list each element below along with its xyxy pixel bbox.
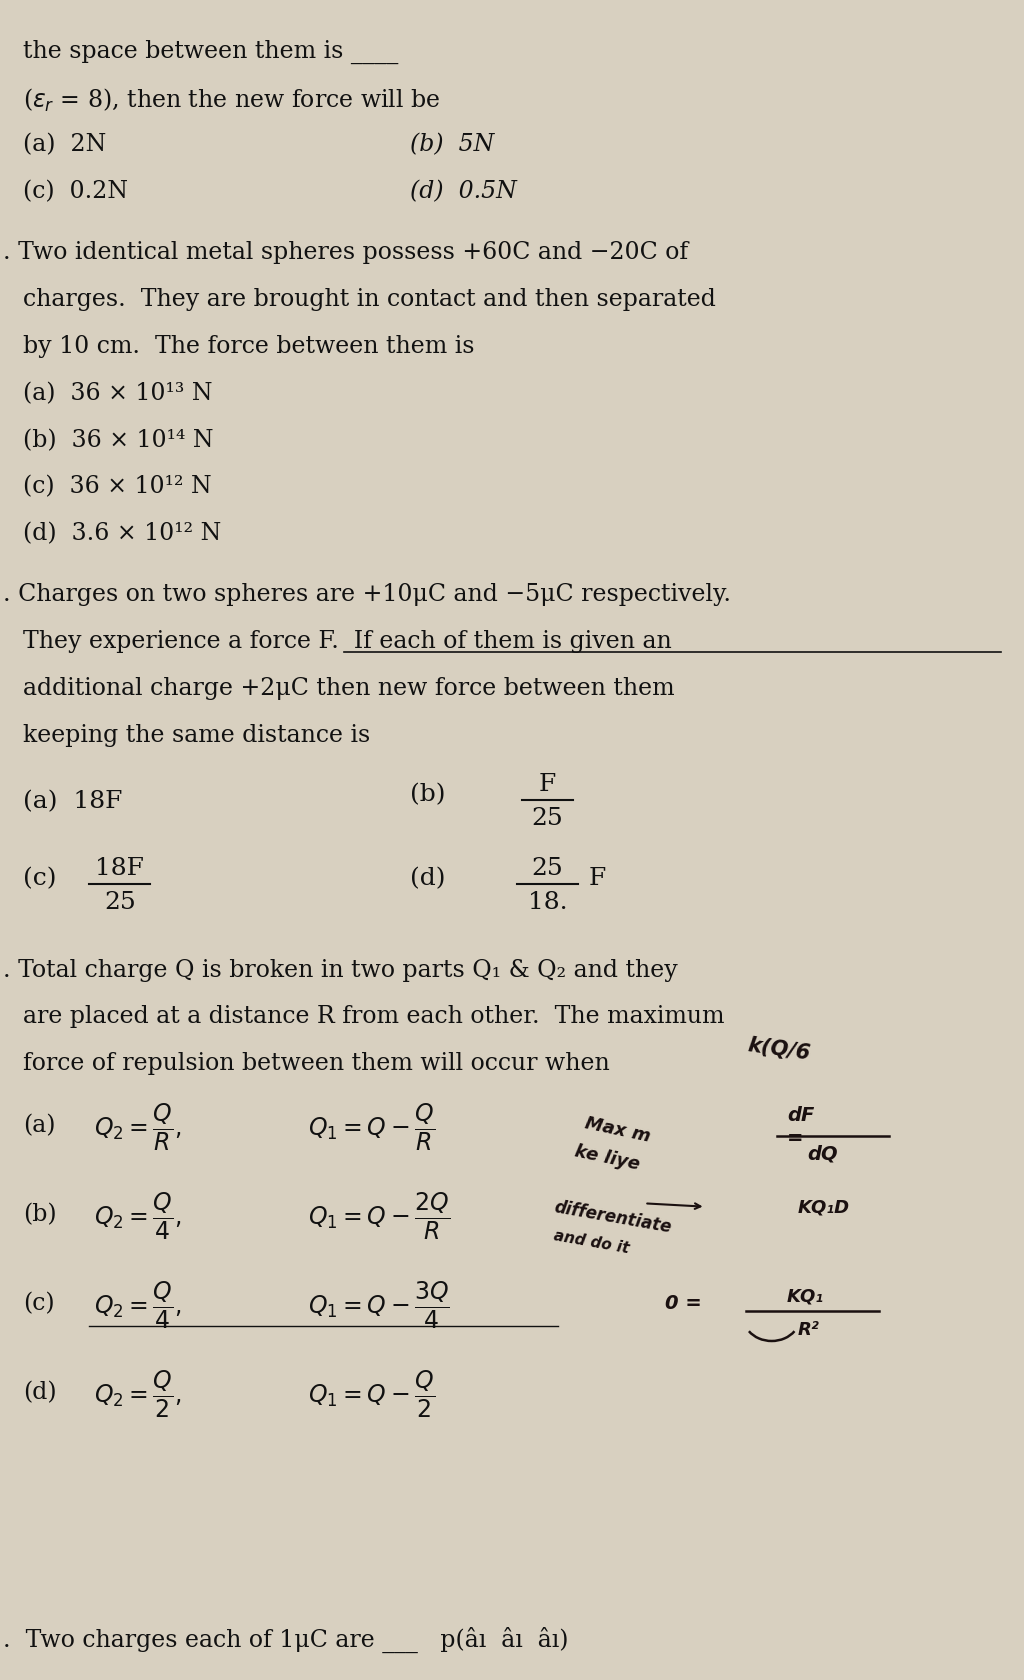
Text: KQ₁D: KQ₁D xyxy=(797,1198,849,1216)
Text: charges.  They are brought in contact and then separated: charges. They are brought in contact and… xyxy=(24,287,716,311)
Text: F: F xyxy=(539,773,556,796)
Text: (a)  36 × 10¹³ N: (a) 36 × 10¹³ N xyxy=(24,381,213,405)
Text: $Q_2 = \dfrac{Q}{R},$: $Q_2 = \dfrac{Q}{R},$ xyxy=(94,1102,182,1152)
Text: They experience a force F.  If each of them is given an: They experience a force F. If each of th… xyxy=(24,630,672,654)
Text: (d): (d) xyxy=(24,1381,56,1404)
Text: $Q_2 = \dfrac{Q}{4},$: $Q_2 = \dfrac{Q}{4},$ xyxy=(94,1280,182,1331)
Text: . Two identical metal spheres possess +60C and −20C of: . Two identical metal spheres possess +6… xyxy=(3,242,688,264)
Text: 18.: 18. xyxy=(527,890,567,914)
Text: keeping the same distance is: keeping the same distance is xyxy=(24,724,371,748)
Text: 25: 25 xyxy=(104,890,136,914)
Text: $Q_2 = \dfrac{Q}{2},$: $Q_2 = \dfrac{Q}{2},$ xyxy=(94,1369,182,1420)
Text: ke liye: ke liye xyxy=(573,1142,641,1174)
Text: =: = xyxy=(787,1129,804,1149)
Text: (b)  36 × 10¹⁴ N: (b) 36 × 10¹⁴ N xyxy=(24,428,214,452)
Text: (a)  18F: (a) 18F xyxy=(24,790,123,813)
Text: KQ₁: KQ₁ xyxy=(787,1287,824,1305)
Text: 0 =: 0 = xyxy=(665,1294,701,1314)
Text: (c)  36 × 10¹² N: (c) 36 × 10¹² N xyxy=(24,475,212,499)
Text: dF: dF xyxy=(787,1105,814,1126)
Text: (c): (c) xyxy=(24,1292,54,1315)
Text: (d)  0.5N: (d) 0.5N xyxy=(411,180,517,203)
Text: (d)  3.6 × 10¹² N: (d) 3.6 × 10¹² N xyxy=(24,522,221,546)
Text: $Q_2 = \dfrac{Q}{4},$: $Q_2 = \dfrac{Q}{4},$ xyxy=(94,1191,182,1242)
Text: differentiate: differentiate xyxy=(553,1198,673,1236)
Text: F: F xyxy=(589,867,605,890)
Text: (c)  0.2N: (c) 0.2N xyxy=(24,180,128,203)
Text: (c): (c) xyxy=(24,867,56,890)
Text: 25: 25 xyxy=(531,857,563,880)
Text: dQ: dQ xyxy=(807,1144,838,1164)
Text: . Total charge Q is broken in two parts Q₁ & Q₂ and they: . Total charge Q is broken in two parts … xyxy=(3,959,678,981)
Text: $Q_1 = Q - \dfrac{Q}{R}$: $Q_1 = Q - \dfrac{Q}{R}$ xyxy=(308,1102,435,1152)
Text: the space between them is ____: the space between them is ____ xyxy=(24,40,398,64)
Text: $Q_1 = Q - \dfrac{3Q}{4}$: $Q_1 = Q - \dfrac{3Q}{4}$ xyxy=(308,1280,450,1331)
Text: k(Q/6: k(Q/6 xyxy=(746,1035,812,1063)
Text: (d): (d) xyxy=(411,867,445,890)
Text: (b): (b) xyxy=(411,783,445,806)
Text: force of repulsion between them will occur when: force of repulsion between them will occ… xyxy=(24,1052,610,1075)
Text: (a)  2N: (a) 2N xyxy=(24,133,106,156)
Text: (b): (b) xyxy=(24,1203,56,1226)
Text: .  Two charges each of 1μC are ___   p(âı  âı  âı): . Two charges each of 1μC are ___ p(âı â… xyxy=(3,1626,568,1653)
Text: Max m: Max m xyxy=(584,1114,652,1146)
Text: $Q_1 = Q - \dfrac{2Q}{R}$: $Q_1 = Q - \dfrac{2Q}{R}$ xyxy=(308,1191,451,1242)
Text: (a): (a) xyxy=(24,1114,55,1137)
Text: 25: 25 xyxy=(531,806,563,830)
Text: . Charges on two spheres are +10μC and −5μC respectively.: . Charges on two spheres are +10μC and −… xyxy=(3,583,731,606)
Text: R²: R² xyxy=(797,1320,819,1339)
Text: 18F: 18F xyxy=(95,857,144,880)
Text: are placed at a distance R from each other.  The maximum: are placed at a distance R from each oth… xyxy=(24,1005,725,1028)
Text: by 10 cm.  The force between them is: by 10 cm. The force between them is xyxy=(24,334,475,358)
Text: $Q_1 = Q - \dfrac{Q}{2}$: $Q_1 = Q - \dfrac{Q}{2}$ xyxy=(308,1369,435,1420)
Text: (b)  5N: (b) 5N xyxy=(411,133,495,156)
Text: additional charge +2μC then new force between them: additional charge +2μC then new force be… xyxy=(24,677,675,701)
Text: and do it: and do it xyxy=(553,1228,631,1257)
Text: ($\varepsilon_r$ = 8), then the new force will be: ($\varepsilon_r$ = 8), then the new forc… xyxy=(24,86,440,114)
